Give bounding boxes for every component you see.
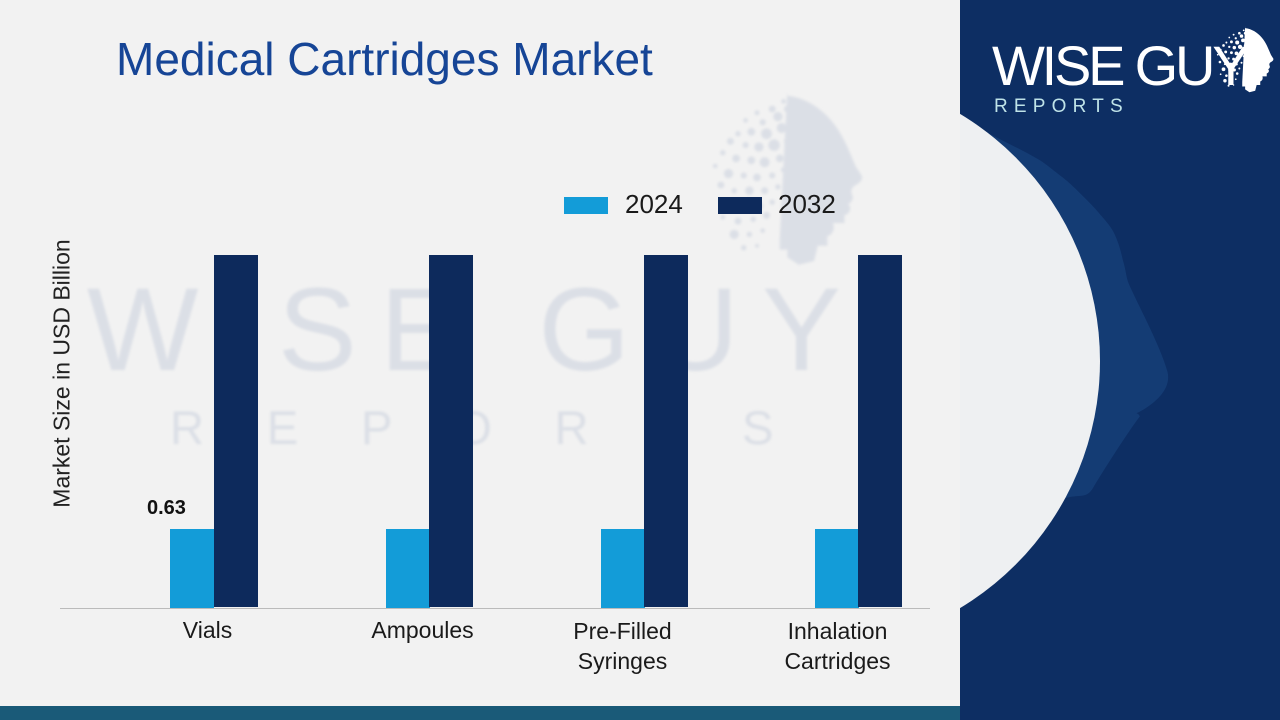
svg-text:WISE GUY: WISE GUY (87, 264, 864, 396)
svg-text:REPORTS: REPORTS (170, 402, 836, 455)
svg-text:WISE GUY: WISE GUY (992, 34, 1249, 97)
svg-text:REPORTS: REPORTS (994, 96, 1129, 117)
